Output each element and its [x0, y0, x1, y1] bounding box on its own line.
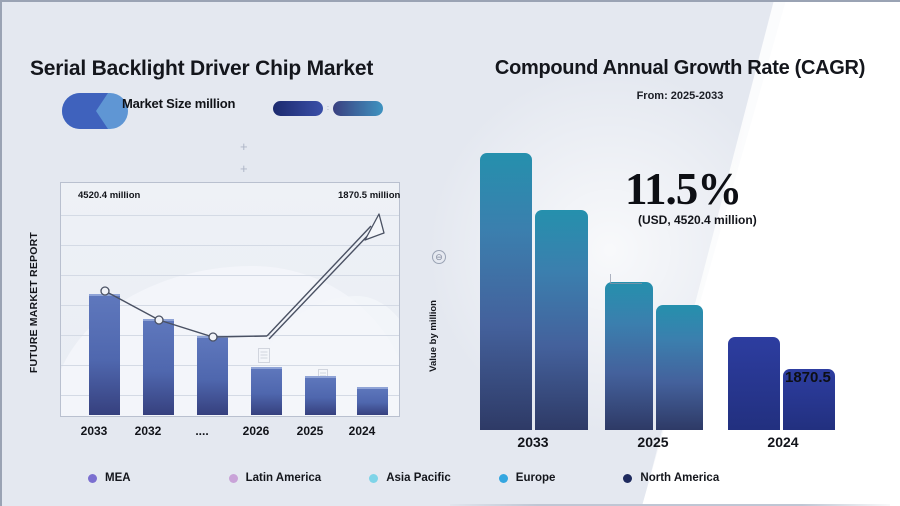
market-size-chart — [60, 182, 400, 417]
cagr-value: 11.5% — [625, 164, 742, 214]
bar-2033-upper — [480, 153, 532, 430]
legend-dot-latin-america — [228, 473, 238, 483]
legend-item-europe[interactable]: Europe — [498, 472, 556, 484]
bar-2024-upper — [728, 337, 780, 430]
gridline — [61, 215, 399, 216]
plus-icon-top: + — [240, 139, 248, 154]
bar-2025-lower — [656, 305, 703, 430]
low-value-annotation: 1870.5 million — [338, 190, 401, 201]
legend-dot-mea — [88, 473, 97, 483]
series-pill-secondary — [332, 101, 383, 116]
cagr-subtitle: From: 2025-2033 — [636, 90, 724, 102]
legend-item-north-america[interactable]: North America — [623, 472, 719, 484]
bar-2024 — [357, 387, 388, 415]
bar-2033 — [89, 294, 120, 415]
plus-icon-bottom: + — [240, 161, 248, 176]
page-title: Serial Backlight Driver Chip Market — [30, 57, 374, 80]
trend-line — [104, 290, 268, 338]
xtick-ellipsis: .... — [195, 424, 209, 438]
legend-dot-europe — [498, 473, 508, 483]
bar-2024-lower — [783, 369, 835, 430]
xtick2-2033: 2033 — [517, 434, 549, 450]
bar-baseline — [450, 504, 890, 506]
cagr-usd-note: (USD, 4520.4 million) — [638, 213, 757, 227]
xtick-2025: 2025 — [296, 424, 324, 438]
gridline — [61, 365, 399, 366]
xtick2-2025: 2025 — [637, 434, 669, 450]
chart-plot-area — [89, 213, 388, 415]
xtick-2026: 2026 — [242, 424, 270, 438]
right-panel: Compound Annual Growth Rate (CAGR) From:… — [440, 0, 900, 506]
xtick-2024: 2024 — [348, 424, 376, 438]
pill-separator: : — [327, 105, 329, 112]
legend-item-latin-america[interactable]: Latin America — [228, 472, 322, 484]
bar-value-label-1870: 1870.5 — [785, 369, 831, 386]
growth-arrow-icon — [266, 213, 385, 340]
series-pill-primary — [273, 101, 323, 116]
left-panel: Serial Backlight Driver Chip Market Mark… — [28, 57, 446, 438]
xtick-2032: 2032 — [134, 424, 162, 438]
xtick-2033: 2033 — [80, 424, 108, 438]
legend-item-asia-pacific[interactable]: Asia Pacific — [369, 472, 451, 484]
bar-dots — [197, 336, 228, 415]
series-color-pills: : — [273, 101, 383, 116]
gridline — [61, 305, 399, 306]
hexagon-pill-logo-icon — [62, 93, 128, 129]
legend-label-mea: MEA — [105, 472, 131, 484]
bar-2025-upper — [605, 282, 653, 430]
corner-marker-icon — [610, 274, 642, 284]
bar-2033-lower — [535, 210, 588, 430]
y-axis-label: FUTURE MARKET REPORT — [28, 232, 40, 374]
legend-label-europe: Europe — [515, 472, 556, 484]
document-icon-a — [258, 348, 270, 363]
region-legend: MEA Latin America Asia Pacific Europe No… — [0, 458, 900, 498]
legend-label-north-america: North America — [640, 472, 720, 484]
gridline — [61, 395, 399, 396]
legend-item-mea[interactable]: MEA — [88, 472, 131, 484]
high-value-annotation: 4520.4 million — [78, 190, 141, 201]
bar-2032 — [143, 319, 174, 415]
minus-circle-icon[interactable]: ⊖ — [432, 250, 446, 264]
legend-label-latin-america: Latin America — [245, 472, 322, 484]
value-axis-label: Value by million — [428, 300, 439, 372]
bar-2026 — [251, 367, 282, 415]
gridline — [61, 245, 399, 246]
legend-dot-asia-pacific — [369, 473, 379, 483]
cagr-title: Compound Annual Growth Rate (CAGR) — [494, 57, 866, 79]
series-legend-label: Market Size million — [122, 96, 236, 111]
gridline — [61, 275, 399, 276]
legend-dot-north-america — [623, 473, 633, 483]
bar-2025 — [305, 376, 336, 415]
gridline — [61, 335, 399, 336]
legend-label-asia-pacific: Asia Pacific — [386, 472, 451, 484]
xtick2-2024: 2024 — [767, 434, 799, 450]
